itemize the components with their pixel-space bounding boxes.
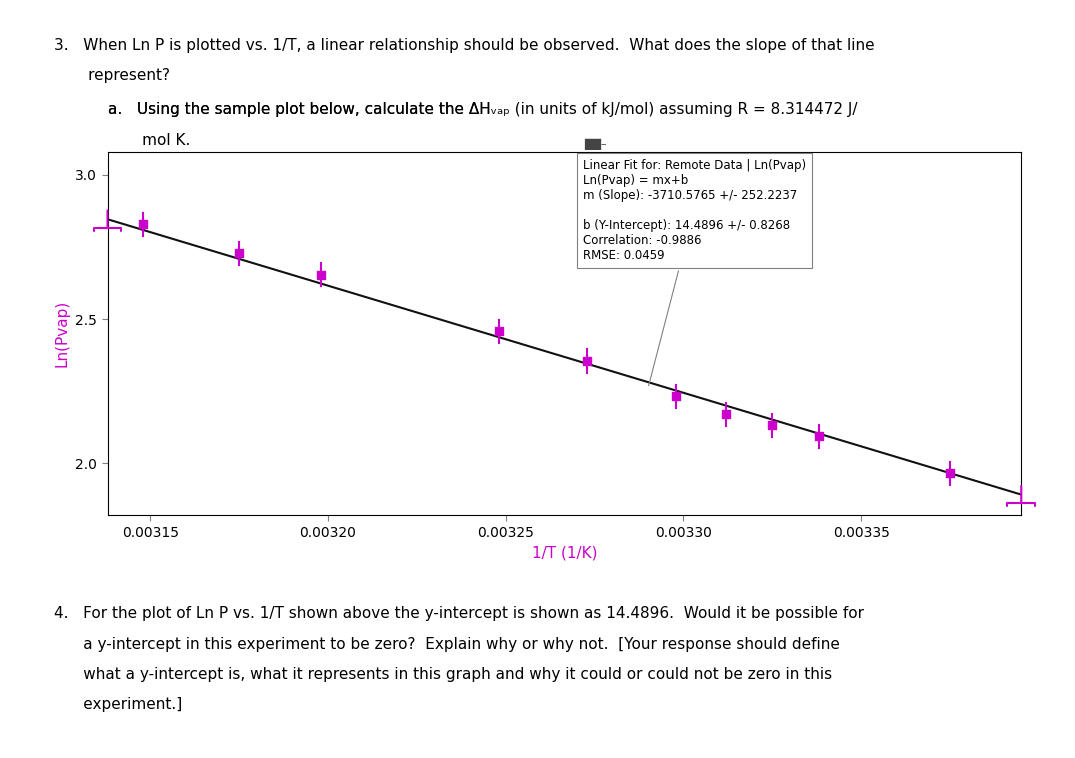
Point <box>942 467 959 479</box>
Point <box>668 390 685 402</box>
Point <box>809 431 827 443</box>
Point <box>312 269 329 281</box>
Text: experiment.]: experiment.] <box>54 697 182 713</box>
X-axis label: 1/T (1/K): 1/T (1/K) <box>532 546 597 560</box>
Text: ██–: ██– <box>585 139 607 150</box>
Text: 4.   For the plot of Ln P vs. 1/T shown above the y-intercept is shown as 14.489: 4. For the plot of Ln P vs. 1/T shown ab… <box>54 606 863 622</box>
Text: mol K.: mol K. <box>108 133 190 148</box>
Point <box>763 419 780 431</box>
Text: a.   Using the sample plot below, calculate the ΔH: a. Using the sample plot below, calculat… <box>108 102 490 117</box>
Text: a y-intercept in this experiment to be zero?  Explain why or why not.  [Your res: a y-intercept in this experiment to be z… <box>54 637 840 652</box>
Point <box>490 325 507 337</box>
Text: represent?: represent? <box>54 68 170 83</box>
Text: what a y-intercept is, what it represents in this graph and why it could or coul: what a y-intercept is, what it represent… <box>54 667 832 682</box>
Text: Linear Fit for: Remote Data | Ln(Pvap)
Ln(Pvap) = mx+b
m (Slope): -3710.5765 +/-: Linear Fit for: Remote Data | Ln(Pvap) L… <box>583 159 806 386</box>
Text: 3.   When Ln P is plotted vs. 1/T, a linear relationship should be observed.  Wh: 3. When Ln P is plotted vs. 1/T, a linea… <box>54 38 874 53</box>
Point <box>230 247 247 259</box>
Point <box>717 409 734 421</box>
Point <box>578 355 596 367</box>
Point <box>134 218 152 230</box>
Y-axis label: Ln(Pvap): Ln(Pvap) <box>55 300 70 367</box>
Text: a.   Using the sample plot below, calculate the ΔHᵥₐₚ (in units of kJ/mol) assum: a. Using the sample plot below, calculat… <box>108 102 857 117</box>
